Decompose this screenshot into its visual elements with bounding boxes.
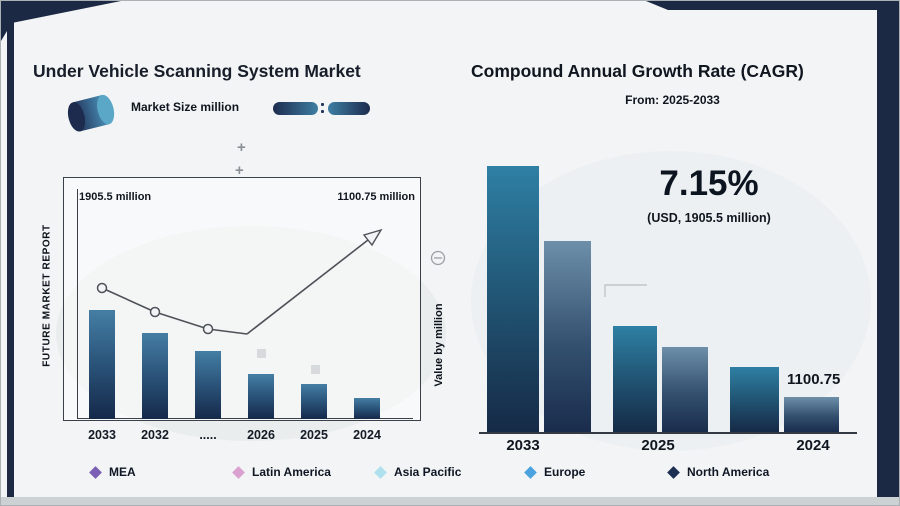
legend-label-latin-america: Latin America xyxy=(252,465,331,479)
decor-top-right-strip xyxy=(646,1,899,10)
cagr-subtitle: From: 2025-2033 xyxy=(625,93,720,107)
legend-swatch-north-america xyxy=(667,465,680,479)
bar-right-2024-primary xyxy=(730,367,779,432)
decor-bottom-strip xyxy=(1,497,899,505)
bar-right-2033-primary xyxy=(487,166,539,432)
decor-circle-minus-icon xyxy=(430,250,446,266)
left-chart-start-value: 1905.5 million xyxy=(79,191,152,203)
legend-swatch-mea xyxy=(89,465,102,479)
bar-right-2033-shadow xyxy=(544,241,591,432)
cylinder-icon xyxy=(67,94,115,132)
decor-ghost-marker-1 xyxy=(257,349,266,358)
legend-swatch-europe xyxy=(524,465,537,479)
bar-left-2025 xyxy=(301,384,327,419)
market-size-label: Market Size million xyxy=(131,100,240,114)
left-chart-y-axis xyxy=(77,189,78,419)
cagr-note: (USD, 1905.5 million) xyxy=(647,211,771,225)
legend-label-mea: MEA xyxy=(109,465,136,479)
left-chart-end-value: 1100.75 million xyxy=(337,191,415,203)
legend-swatch-latin-america xyxy=(232,465,245,479)
legend-label-asia-pacific: Asia Pacific xyxy=(394,465,462,479)
decor-colon-dot-top xyxy=(321,103,324,106)
legend-swatch-asia-pacific xyxy=(374,465,387,479)
left-xlabel-2033: 2033 xyxy=(88,428,116,442)
decor-colon-dot-bottom xyxy=(321,110,324,113)
bar-left-2026 xyxy=(248,374,274,419)
value-axis-label: Value by million xyxy=(433,303,445,387)
right-xlabel-2033: 2033 xyxy=(506,437,540,454)
bar-left-2033 xyxy=(89,310,115,419)
decor-pill-left xyxy=(273,102,318,115)
left-xlabel-2024: 2024 xyxy=(353,428,381,442)
left-chart-x-axis xyxy=(77,418,413,419)
legend-label-europe: Europe xyxy=(544,465,586,479)
left-xlabel-2026: 2026 xyxy=(247,428,275,442)
legend-item-europe: Europe xyxy=(524,465,586,479)
right-xlabel-2024: 2024 xyxy=(796,437,830,454)
bar-right-2024-shadow xyxy=(784,397,839,432)
decor-pill-right xyxy=(328,102,370,115)
decor-plus-1: + xyxy=(237,139,246,156)
page-title-right: Compound Annual Growth Rate (CAGR) xyxy=(471,61,804,81)
right-chart-x-axis xyxy=(479,432,857,434)
left-chart-y-axis-label: FUTURE MARKET REPORT xyxy=(41,224,53,367)
left-xlabel-2025: 2025 xyxy=(300,428,328,442)
bar-right-2025-primary xyxy=(613,326,657,432)
decor-right-edge xyxy=(877,1,899,505)
cagr-value: 7.15% xyxy=(659,164,759,203)
bar-right-2025-shadow xyxy=(662,347,708,432)
legend-item-north-america: North America xyxy=(667,465,770,479)
decor-plus-2: + xyxy=(235,162,244,179)
legend-item-latin-america: Latin America xyxy=(232,465,331,479)
left-chart-frame xyxy=(63,177,421,421)
decor-ghost-marker-2 xyxy=(311,365,320,374)
decor-left-edge xyxy=(7,1,14,505)
bar-left-2032 xyxy=(142,333,168,419)
right-xlabel-2025: 2025 xyxy=(641,437,675,454)
bar-left-gap xyxy=(195,351,221,419)
page-title-left: Under Vehicle Scanning System Market xyxy=(33,61,361,81)
left-xlabel-gap: ..... xyxy=(199,428,217,442)
bar-left-2024 xyxy=(354,398,380,419)
right-chart-end-value: 1100.75 xyxy=(787,371,841,388)
legend-item-mea: MEA xyxy=(89,465,136,479)
legend-label-north-america: North America xyxy=(687,465,770,479)
left-xlabel-2032: 2032 xyxy=(141,428,169,442)
decor-top-left-wedge xyxy=(1,1,121,41)
legend-item-asia-pacific: Asia Pacific xyxy=(374,465,462,479)
